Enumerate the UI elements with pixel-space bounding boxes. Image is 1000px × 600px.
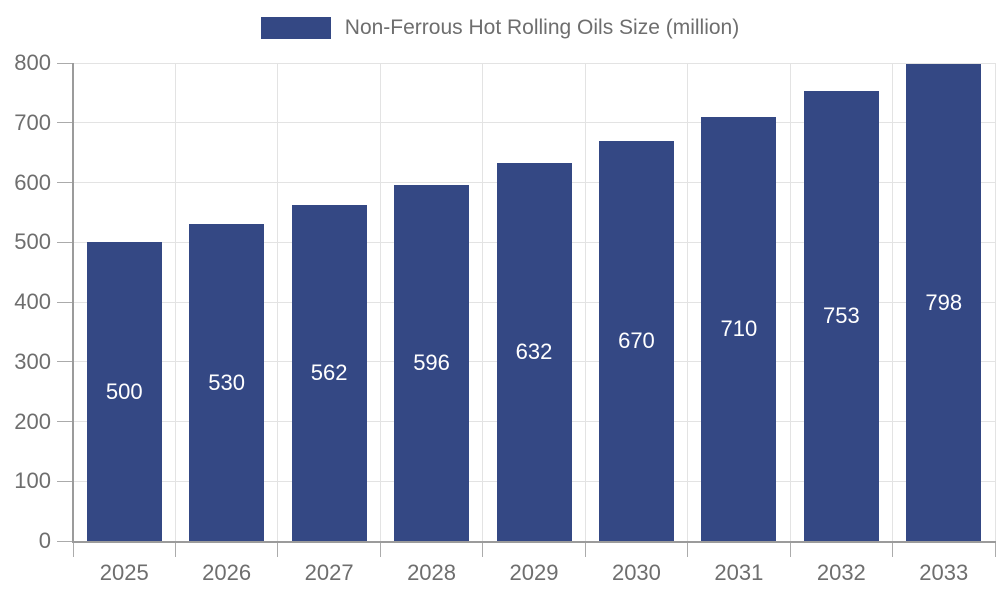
y-axis-line [72, 63, 74, 541]
y-axis-label: 400 [14, 289, 51, 314]
x-gridline [789, 63, 791, 541]
x-axis-label: 2029 [509, 560, 559, 585]
y-axis-label: 0 [38, 528, 51, 553]
x-axis-label: 2030 [611, 560, 661, 585]
x-gridline [994, 63, 996, 541]
x-axis-tick [379, 541, 381, 557]
x-axis-tick [789, 541, 791, 557]
bar-2029[interactable] [496, 163, 572, 541]
bar-2032[interactable] [803, 91, 879, 541]
x-gridline [379, 63, 381, 541]
x-axis-tick [277, 541, 279, 557]
x-axis-tick [994, 541, 996, 557]
y-axis-tick [57, 480, 73, 482]
bar-value-label: 710 [720, 315, 758, 341]
bar-value-label: 632 [515, 339, 553, 365]
legend[interactable]: Non-Ferrous Hot Rolling Oils Size (milli… [0, 16, 1000, 40]
x-axis-tick [584, 541, 586, 557]
bar-2025[interactable] [86, 242, 162, 541]
x-axis-label: 2032 [816, 560, 866, 585]
x-axis-label: 2028 [407, 560, 457, 585]
y-axis-label: 500 [14, 229, 51, 255]
x-axis-line [72, 541, 996, 543]
legend-label: Non-Ferrous Hot Rolling Oils Size (milli… [344, 16, 740, 39]
x-gridline [892, 63, 894, 541]
x-axis-label: 2025 [99, 560, 149, 585]
x-axis-tick [892, 541, 894, 557]
x-axis-tick [72, 541, 74, 557]
bar-2030[interactable] [598, 140, 674, 541]
y-axis-tick [57, 421, 73, 422]
bar-value-label: 596 [413, 349, 450, 375]
bar-value-label: 798 [925, 289, 963, 315]
y-axis-label: 700 [14, 109, 51, 135]
y-axis-tick [57, 182, 73, 183]
bar-2028[interactable] [394, 184, 470, 541]
bar-value-label: 562 [310, 360, 348, 386]
bar-2033[interactable] [906, 64, 982, 541]
bar-2026[interactable] [189, 224, 265, 541]
y-axis-label: 800 [14, 50, 51, 75]
x-gridline [482, 63, 484, 541]
y-axis-tick [57, 241, 73, 243]
x-axis-label: 2027 [304, 560, 354, 585]
y-gridline [73, 62, 995, 64]
bar-value-label: 753 [822, 303, 860, 329]
y-axis-tick [57, 361, 73, 363]
x-axis-tick [174, 541, 176, 557]
x-axis-tick [687, 541, 689, 557]
bar-2027[interactable] [291, 205, 367, 541]
x-gridline [687, 63, 689, 541]
x-axis-label: 2031 [714, 560, 764, 585]
x-axis-label: 2026 [202, 560, 252, 585]
x-axis-tick [482, 541, 484, 557]
y-axis-label: 300 [14, 348, 51, 374]
x-gridline [584, 63, 586, 541]
bar-value-label: 500 [105, 378, 143, 404]
bar-value-label: 530 [208, 369, 246, 395]
y-axis-tick [57, 540, 73, 542]
y-axis-label: 200 [14, 408, 51, 434]
y-gridline [73, 122, 995, 124]
legend-swatch [260, 17, 331, 39]
x-gridline [174, 63, 176, 541]
y-axis-tick [57, 62, 73, 64]
y-axis-label: 600 [14, 169, 51, 195]
y-axis-tick [57, 122, 73, 124]
bar-2031[interactable] [701, 116, 777, 541]
bar-value-label: 670 [618, 327, 655, 353]
x-axis-label: 2033 [919, 560, 969, 585]
y-axis-tick [57, 301, 73, 303]
y-axis-label: 100 [14, 468, 51, 494]
x-gridline [277, 63, 279, 541]
